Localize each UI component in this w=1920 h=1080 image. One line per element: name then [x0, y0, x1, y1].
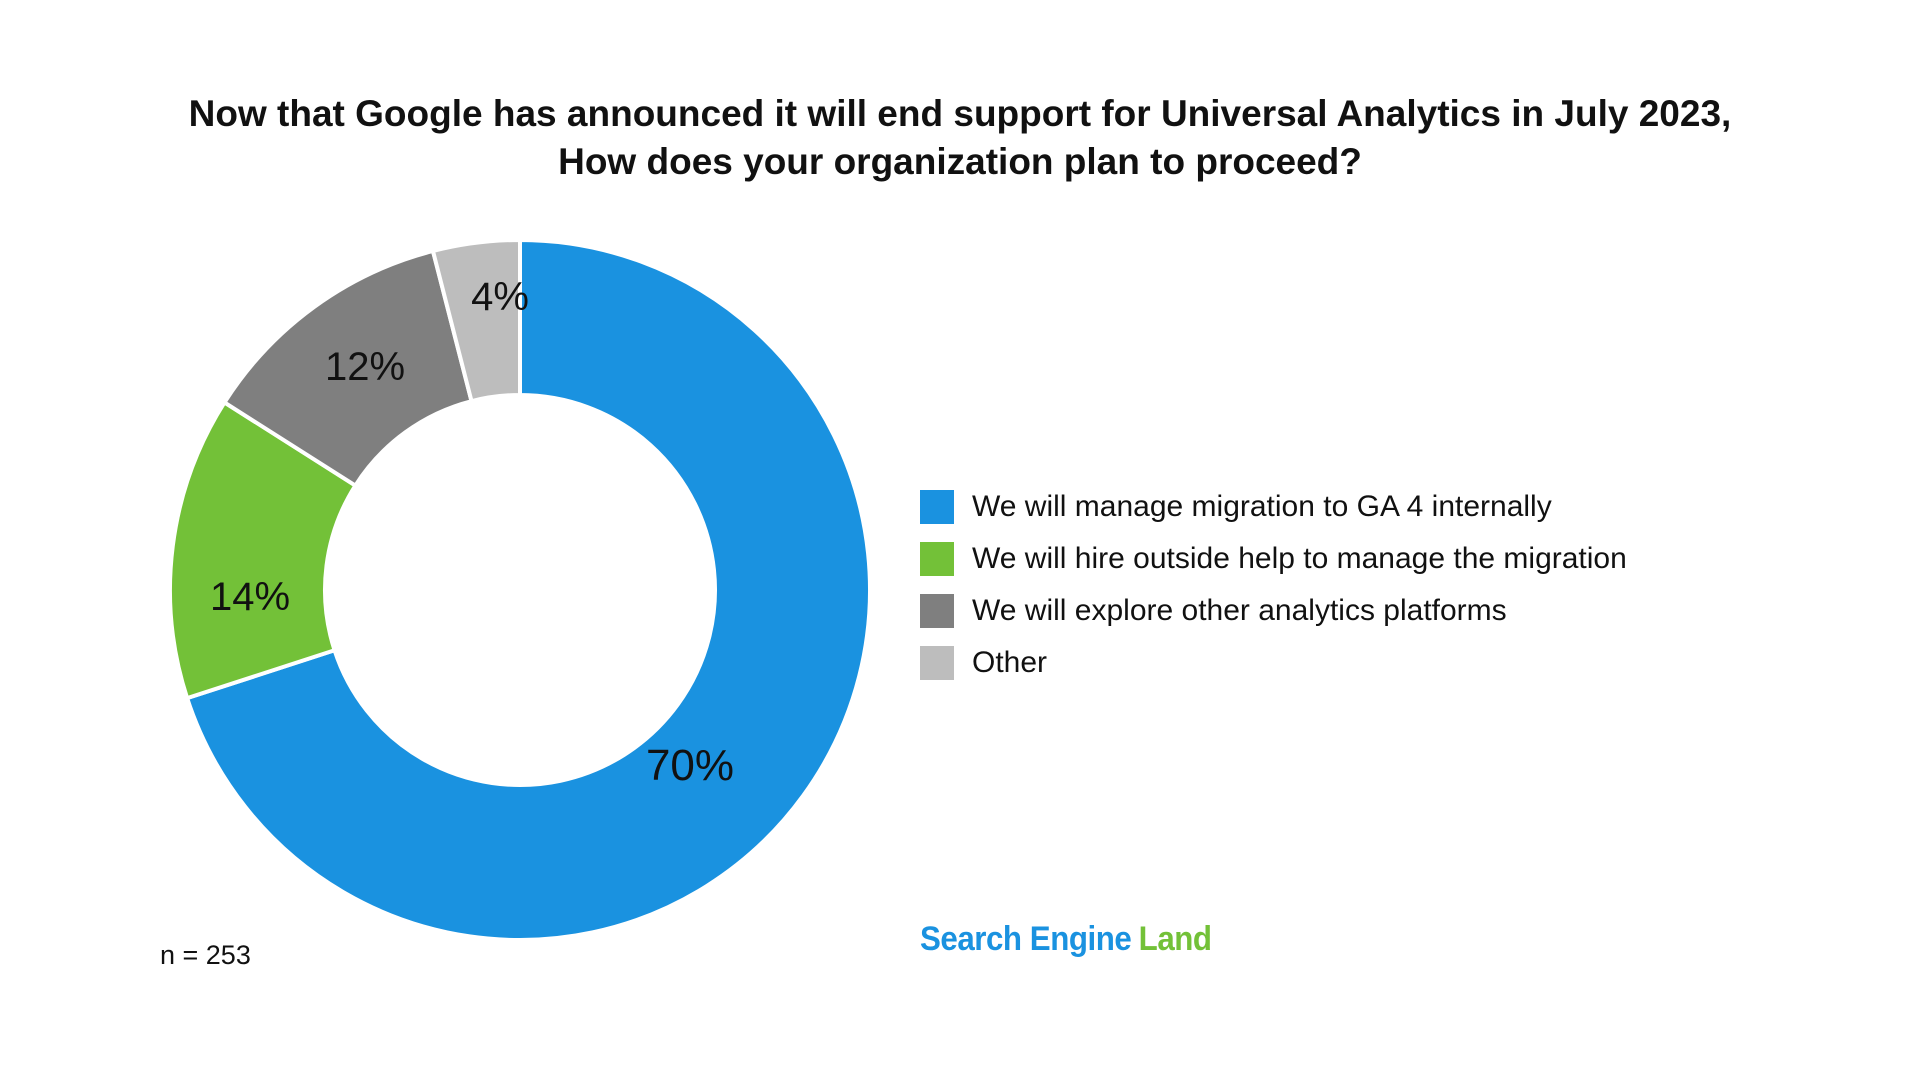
legend-label: We will manage migration to GA 4 interna… [972, 490, 1552, 524]
legend-swatch [920, 542, 954, 576]
legend-swatch [920, 594, 954, 628]
legend-swatch [920, 490, 954, 524]
title-line-1: Now that Google has announced it will en… [189, 93, 1732, 134]
legend-label: We will hire outside help to manage the … [972, 542, 1627, 576]
sample-size: n = 253 [160, 940, 251, 971]
legend-swatch [920, 646, 954, 680]
brand-logo: Search EngineLand [920, 920, 1212, 959]
legend-label: We will explore other analytics platform… [972, 594, 1507, 628]
brand-word-2: Land [1139, 920, 1212, 958]
donut-chart: 70% 14% 12% 4% [160, 230, 880, 950]
brand-word-1: Search Engine [920, 920, 1131, 958]
page-title: Now that Google has announced it will en… [160, 90, 1760, 186]
slice-pct-label: 70% [646, 741, 734, 790]
legend: We will manage migration to GA 4 interna… [920, 490, 1627, 698]
slice-pct-label: 14% [210, 575, 290, 619]
donut-chart-container: 70% 14% 12% 4% [160, 230, 880, 950]
legend-label: Other [972, 646, 1047, 680]
legend-item: We will hire outside help to manage the … [920, 542, 1627, 576]
legend-item: We will explore other analytics platform… [920, 594, 1627, 628]
title-line-2: How does your organization plan to proce… [558, 141, 1362, 182]
slice-pct-label: 4% [471, 275, 529, 319]
legend-item: We will manage migration to GA 4 interna… [920, 490, 1627, 524]
legend-item: Other [920, 646, 1627, 680]
slice-pct-label: 12% [325, 345, 405, 389]
